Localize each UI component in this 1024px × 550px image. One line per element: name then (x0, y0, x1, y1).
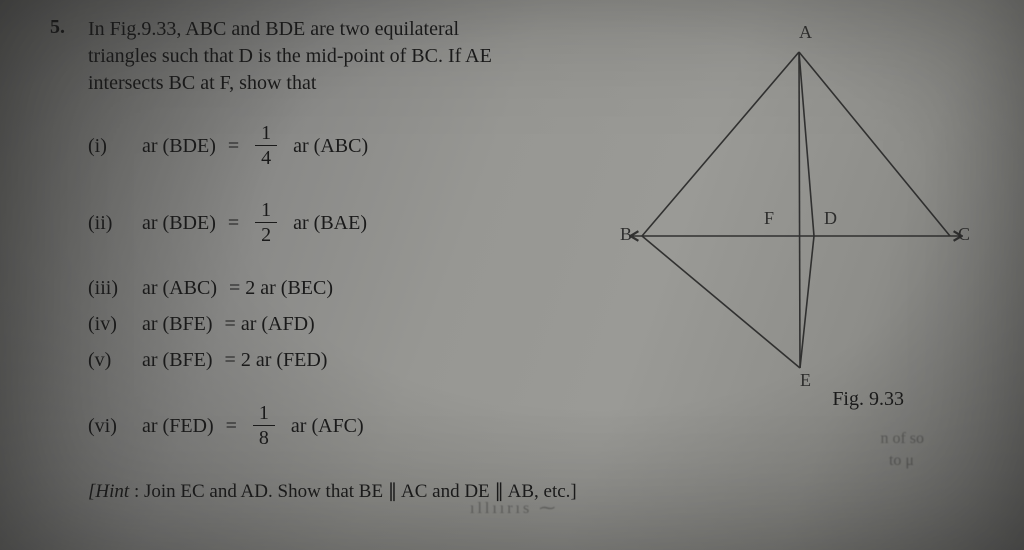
item-lhs: ar (BDE) (142, 135, 216, 157)
fraction: 1 8 (253, 403, 275, 448)
item-eq: = 2 ar (FED) (225, 349, 328, 371)
svg-text:B: B (620, 224, 632, 244)
fraction-den: 8 (259, 426, 269, 448)
item-eq: = (226, 415, 237, 437)
fraction: 1 2 (255, 200, 277, 245)
stem-line: intersects BC at F, show that (88, 72, 316, 94)
item-lhs: ar (FED) (142, 415, 214, 437)
fraction-num: 1 (253, 403, 275, 426)
item-v: (v) ar (BFE) = 2 ar (FED) (88, 349, 594, 371)
item-eq: = 2 ar (BEC) (229, 277, 333, 299)
figure-caption: Fig. 9.33 (832, 388, 904, 411)
item-label: (iii) (88, 277, 130, 299)
item-iii: (iii) ar (ABC) = 2 ar (BEC) (88, 277, 594, 299)
item-vi: (vi) ar (FED) = 1 8 ar (AFC) (88, 403, 594, 448)
page: 5. In Fig.9.33, ABC and BDE are two equi… (0, 0, 1024, 550)
svg-text:C: C (958, 224, 970, 244)
figure-svg: A B C D E F (614, 18, 974, 398)
item-ii: (ii) ar (BDE) = 1 2 ar (BAE) (88, 200, 594, 245)
item-lhs: ar (BDE) (142, 212, 216, 234)
figure-labels: A B C D E F (620, 22, 970, 390)
fraction-den: 4 (261, 146, 271, 168)
fraction-num: 1 (255, 200, 277, 223)
item-eq: = (228, 135, 239, 157)
faint-note: to μ (889, 452, 914, 470)
item-rhs: ar (ABC) (293, 135, 368, 157)
item-eq: = (228, 212, 239, 234)
stem-line: triangles such that D is the mid-point o… (88, 45, 492, 67)
svg-text:F: F (764, 208, 774, 228)
svg-text:D: D (824, 208, 837, 228)
item-label: (ii) (88, 212, 130, 234)
fraction: 1 4 (255, 123, 277, 168)
item-label: (i) (88, 135, 130, 157)
item-rhs: ar (AFC) (291, 415, 364, 437)
item-label: (v) (88, 349, 130, 371)
svg-text:E: E (800, 370, 811, 390)
hint-label: [Hint (88, 481, 129, 502)
item-label: (iv) (88, 313, 130, 335)
item-label: (vi) (88, 415, 130, 437)
item-rhs: ar (BAE) (293, 212, 367, 234)
question-text-column: 5. In Fig.9.33, ABC and BDE are two equi… (54, 16, 594, 503)
stem-line: In Fig.9.33, ABC and BDE are two equilat… (88, 18, 459, 40)
faint-note: n of so (880, 430, 924, 448)
question-stem: In Fig.9.33, ABC and BDE are two equilat… (88, 16, 594, 97)
item-i: (i) ar (BDE) = 1 4 ar (ABC) (88, 123, 594, 168)
question-number: 5. (50, 16, 65, 39)
figure: A B C D E F (614, 18, 974, 418)
item-eq: = ar (AFD) (225, 313, 315, 335)
fraction-den: 2 (261, 223, 271, 245)
faint-smudge: ıllıırıs ⁓ (470, 498, 558, 518)
svg-text:A: A (799, 22, 812, 42)
item-lhs: ar (BFE) (142, 349, 213, 371)
item-lhs: ar (BFE) (142, 313, 213, 335)
hint-sep: : (129, 481, 144, 502)
item-lhs: ar (ABC) (142, 277, 217, 299)
fraction-num: 1 (255, 123, 277, 146)
figure-lines (632, 52, 960, 368)
item-iv: (iv) ar (BFE) = ar (AFD) (88, 313, 594, 335)
items-list: (i) ar (BDE) = 1 4 ar (ABC) (ii) ar (BDE… (88, 123, 594, 448)
